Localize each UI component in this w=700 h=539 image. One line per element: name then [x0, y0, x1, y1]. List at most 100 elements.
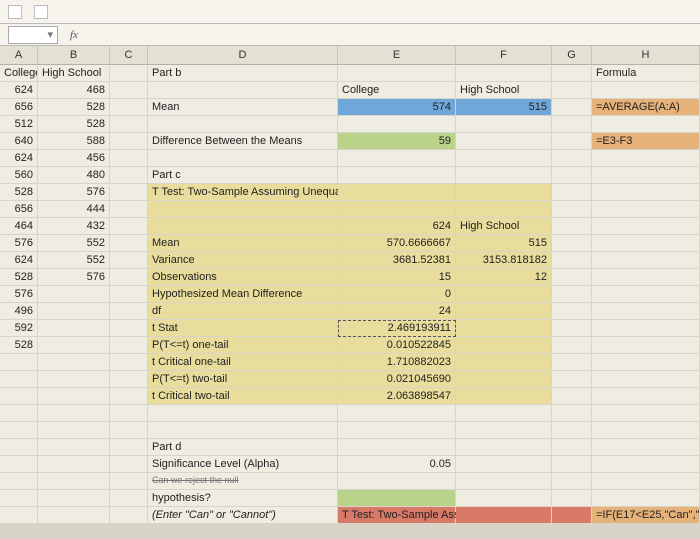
cell[interactable]	[592, 473, 700, 490]
cell[interactable]	[0, 507, 38, 524]
cell-D20[interactable]: t Critical two-tail	[148, 388, 338, 405]
cell-E26[interactable]	[338, 490, 456, 507]
cell[interactable]	[38, 490, 110, 507]
cell[interactable]	[552, 507, 592, 524]
cell-B11[interactable]: 552	[38, 235, 110, 252]
cell[interactable]	[38, 337, 110, 354]
cell[interactable]	[0, 473, 38, 490]
cell[interactable]	[592, 388, 700, 405]
cell[interactable]	[110, 337, 148, 354]
cell[interactable]	[592, 116, 700, 133]
cell[interactable]	[552, 354, 592, 371]
cell[interactable]	[0, 388, 38, 405]
cell[interactable]	[456, 337, 552, 354]
cell-E20[interactable]: 2.063898547	[338, 388, 456, 405]
cell[interactable]	[148, 218, 338, 235]
cell[interactable]	[0, 422, 38, 439]
cell-E5[interactable]: 59	[338, 133, 456, 150]
cell[interactable]	[110, 201, 148, 218]
cell-A13[interactable]: 528	[0, 269, 38, 286]
cell[interactable]	[0, 354, 38, 371]
cell[interactable]	[338, 116, 456, 133]
cell-B10[interactable]: 432	[38, 218, 110, 235]
cell[interactable]	[38, 439, 110, 456]
cell[interactable]	[110, 184, 148, 201]
col-header-E[interactable]: E	[338, 46, 456, 65]
cell[interactable]	[592, 286, 700, 303]
cell[interactable]	[148, 150, 338, 167]
cell[interactable]	[456, 456, 552, 473]
cell-G1[interactable]	[552, 65, 592, 82]
cell[interactable]	[552, 405, 592, 422]
cell-D1[interactable]: Part b	[148, 65, 338, 82]
cell-E1[interactable]	[338, 65, 456, 82]
cell-D26[interactable]: hypothesis?	[148, 490, 338, 507]
cell[interactable]	[338, 422, 456, 439]
cell-A3[interactable]: 656	[0, 99, 38, 116]
cell[interactable]	[592, 439, 700, 456]
cell[interactable]	[552, 320, 592, 337]
cell-B9[interactable]: 444	[38, 201, 110, 218]
cell-A15[interactable]: 496	[0, 303, 38, 320]
cell-D7[interactable]: Part c	[148, 167, 338, 184]
cell[interactable]	[456, 320, 552, 337]
cell[interactable]	[38, 371, 110, 388]
cell-B6[interactable]: 456	[38, 150, 110, 167]
cell-E27[interactable]: T Test: Two-Sample Assuming Unequ	[338, 507, 456, 524]
col-header-A[interactable]: A	[0, 46, 38, 65]
cell[interactable]	[592, 337, 700, 354]
cell[interactable]	[0, 490, 38, 507]
cell[interactable]	[38, 388, 110, 405]
cell-A4[interactable]: 512	[0, 116, 38, 133]
cell-D25[interactable]: Can we reject the null	[148, 473, 338, 490]
cell[interactable]	[110, 371, 148, 388]
cell-F10[interactable]: High School	[456, 218, 552, 235]
cell-E2[interactable]: College	[338, 82, 456, 99]
cell[interactable]	[338, 439, 456, 456]
cell-A10[interactable]: 464	[0, 218, 38, 235]
cell[interactable]	[456, 490, 552, 507]
cell[interactable]	[592, 82, 700, 99]
cell[interactable]	[592, 371, 700, 388]
cell[interactable]	[38, 473, 110, 490]
cell-A6[interactable]: 624	[0, 150, 38, 167]
cell-B1[interactable]: High School	[38, 65, 110, 82]
cell[interactable]	[552, 303, 592, 320]
cell-D24[interactable]: Significance Level (Alpha)	[148, 456, 338, 473]
cell[interactable]	[148, 422, 338, 439]
cell[interactable]	[110, 303, 148, 320]
cell-D5[interactable]: Difference Between the Means	[148, 133, 338, 150]
cell-A7[interactable]: 560	[0, 167, 38, 184]
cell[interactable]	[148, 116, 338, 133]
name-box[interactable]: ▾	[8, 26, 58, 44]
cell[interactable]	[456, 303, 552, 320]
cell[interactable]	[0, 456, 38, 473]
cell[interactable]	[552, 269, 592, 286]
cell-H27[interactable]: =IF(E17<E25,"Can","Ca	[592, 507, 700, 524]
cell-H3[interactable]: =AVERAGE(A:A)	[592, 99, 700, 116]
cell[interactable]	[338, 473, 456, 490]
cell-E19[interactable]: 0.021045690	[338, 371, 456, 388]
cell[interactable]	[552, 388, 592, 405]
cell[interactable]	[456, 354, 552, 371]
cell-D18[interactable]: t Critical one-tail	[148, 354, 338, 371]
cell[interactable]	[38, 320, 110, 337]
cell[interactable]	[110, 116, 148, 133]
cell[interactable]	[552, 286, 592, 303]
cell[interactable]	[456, 507, 552, 524]
cell[interactable]	[110, 473, 148, 490]
cell-E14[interactable]: 0	[338, 286, 456, 303]
cell[interactable]	[110, 439, 148, 456]
cell[interactable]	[552, 439, 592, 456]
col-header-H[interactable]: H	[592, 46, 700, 65]
cell[interactable]	[110, 286, 148, 303]
cell[interactable]	[552, 99, 592, 116]
cell[interactable]	[110, 218, 148, 235]
cell[interactable]	[456, 405, 552, 422]
cell-E13[interactable]: 15	[338, 269, 456, 286]
cell-A1[interactable]: College	[0, 65, 38, 82]
cell[interactable]	[552, 116, 592, 133]
cell[interactable]	[456, 286, 552, 303]
cell-A17[interactable]: 528	[0, 337, 38, 354]
cell[interactable]	[110, 405, 148, 422]
